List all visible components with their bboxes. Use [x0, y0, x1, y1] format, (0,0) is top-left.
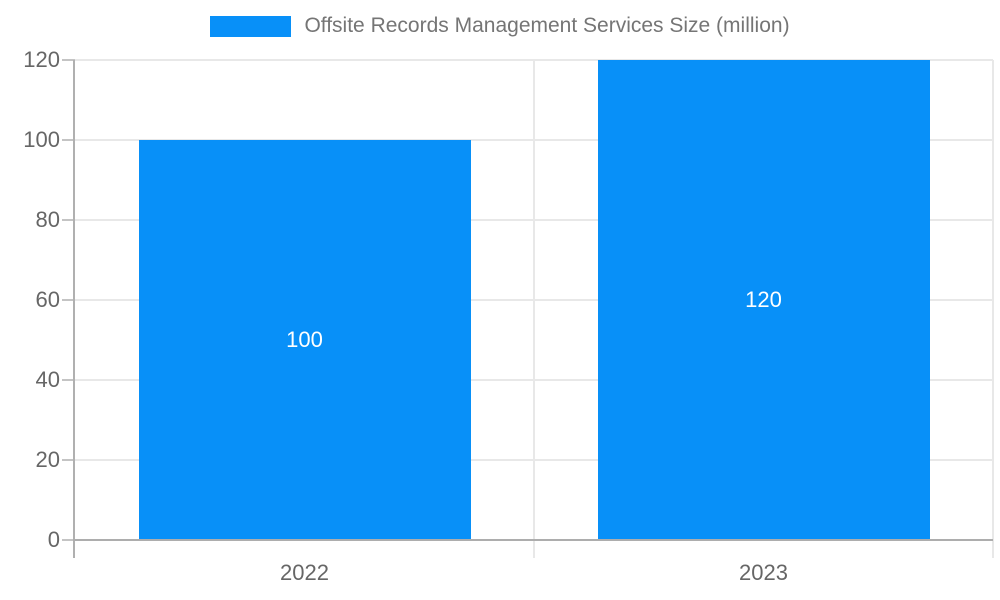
y-axis-label-120: 120 — [23, 47, 60, 72]
x-axis-label-2023: 2023 — [739, 560, 788, 585]
legend-item[interactable]: Offsite Records Management Services Size… — [210, 14, 790, 38]
bar-value-label: 120 — [745, 287, 782, 312]
bar-2023: 120 — [597, 60, 930, 540]
legend-label: Offsite Records Management Services Size… — [304, 14, 790, 37]
y-tick-120 — [62, 59, 75, 61]
y-axis-label-80: 80 — [35, 207, 60, 232]
y-tick-20 — [62, 459, 75, 461]
y-tick-0 — [62, 539, 75, 541]
y-tick-40 — [62, 379, 75, 381]
plot-area: 100 120 — [62, 59, 994, 558]
y-axis-label-60: 60 — [35, 287, 60, 312]
y-tick-80 — [62, 219, 75, 221]
y-axis-line — [73, 60, 75, 558]
category-boundary-line — [533, 60, 535, 558]
y-axis-label-100: 100 — [23, 127, 60, 152]
y-axis-label-20: 20 — [35, 447, 60, 472]
y-axis-label-40: 40 — [35, 367, 60, 392]
y-tick-60 — [62, 299, 75, 301]
y-tick-100 — [62, 139, 75, 141]
x-axis-labels: 2022 2023 — [75, 559, 993, 589]
category-boundary-line — [992, 60, 994, 558]
legend-swatch — [210, 15, 292, 37]
legend: Offsite Records Management Services Size… — [0, 14, 1000, 38]
y-axis-label-0: 0 — [47, 527, 60, 552]
x-axis-label-2022: 2022 — [280, 560, 329, 585]
bar-2022: 100 — [138, 140, 471, 540]
y-axis-labels: 0 20 40 60 80 100 120 — [0, 47, 62, 552]
x-axis-line — [73, 539, 993, 541]
bar-value-label: 100 — [286, 327, 323, 352]
